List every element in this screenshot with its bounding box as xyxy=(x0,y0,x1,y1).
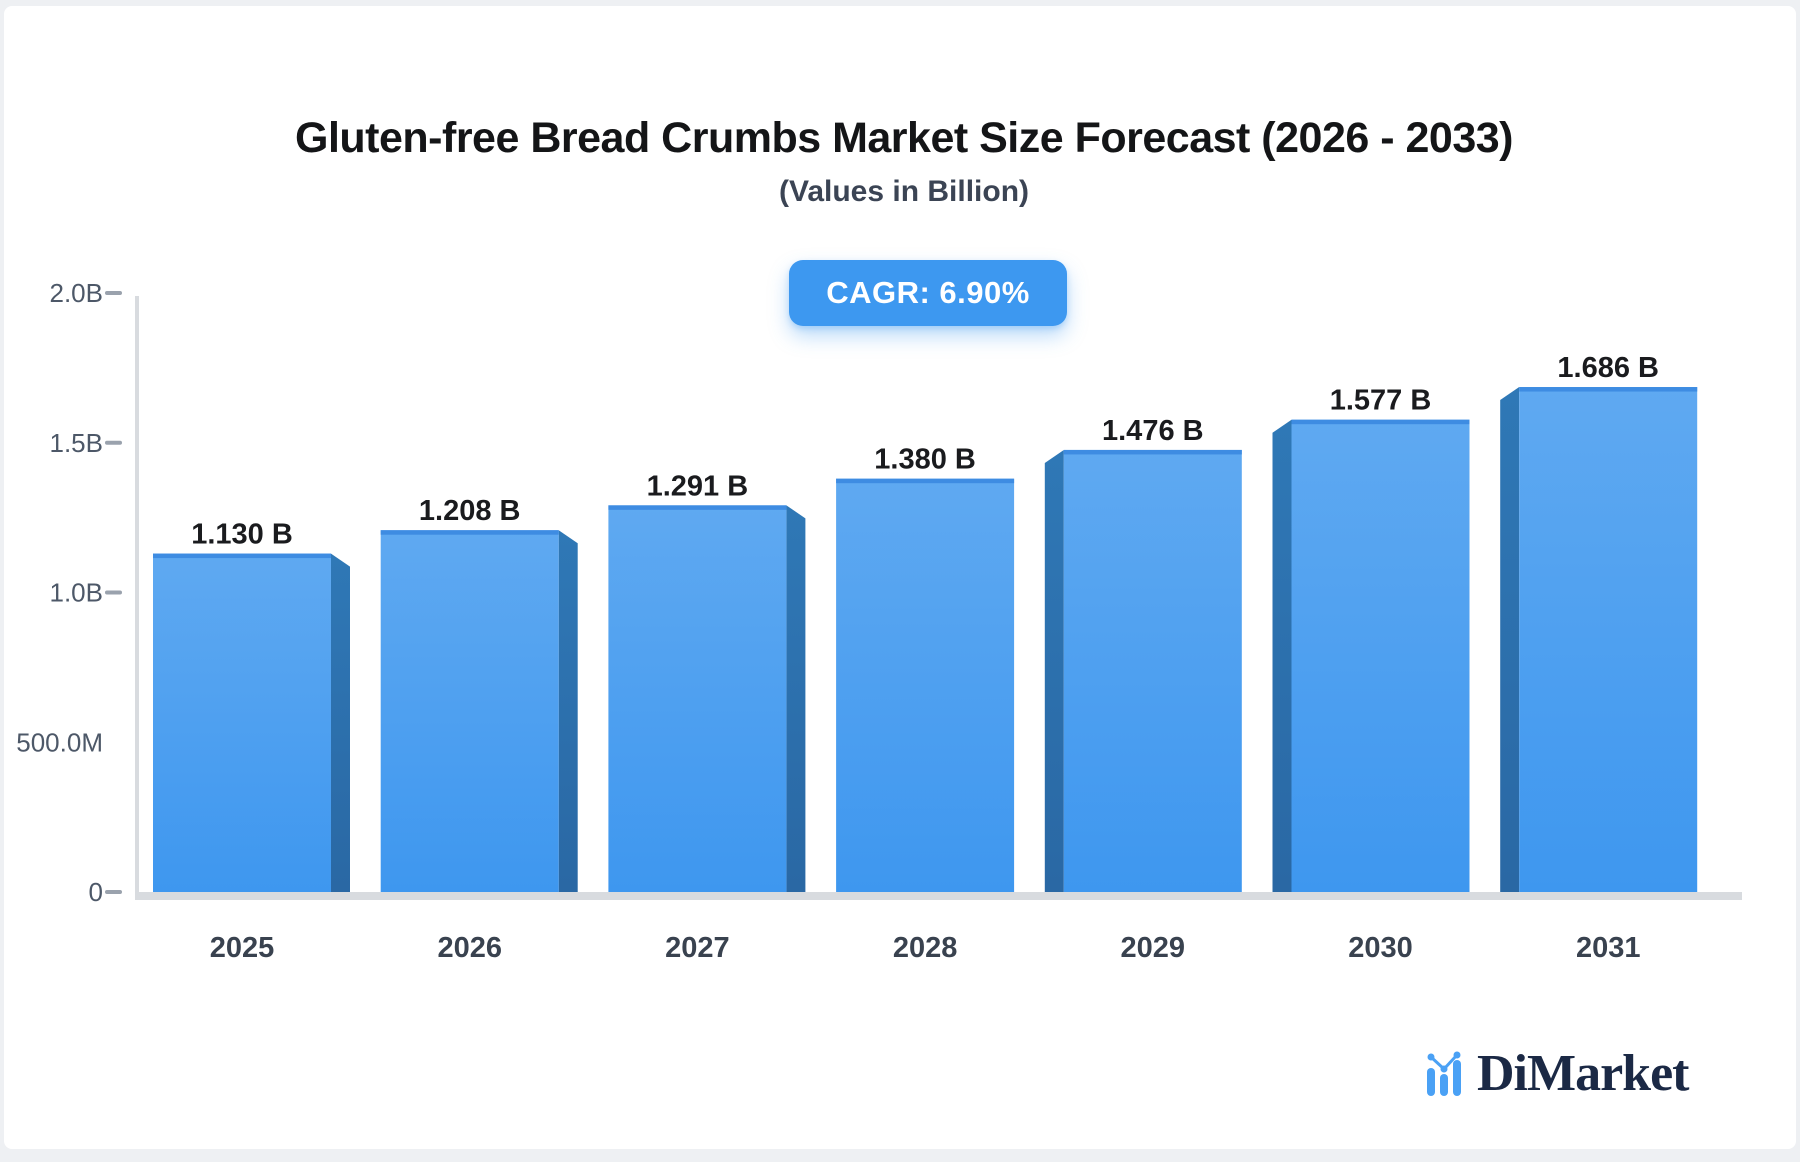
chart-subtitle: (Values in Billion) xyxy=(778,175,1030,208)
dimarket-logo-icon xyxy=(1427,1051,1461,1096)
bar-side-face xyxy=(558,530,578,892)
y-tick-label: 500.0M xyxy=(16,727,103,757)
dimarket-logo: DiMarket xyxy=(1424,1045,1689,1102)
bar-2027 xyxy=(608,505,787,892)
bar-top-rim xyxy=(1063,449,1242,455)
x-axis-label: 2030 xyxy=(1348,932,1413,964)
x-axis-label: 2025 xyxy=(210,932,275,964)
chart-title: Gluten-free Bread Crumbs Market Size For… xyxy=(295,114,1513,162)
y-tick-label: 1.0B xyxy=(50,578,104,608)
bar-value-label: 1.130 B xyxy=(191,519,293,551)
y-tick-label: 1.5B xyxy=(50,428,104,458)
y-tick-dash xyxy=(105,890,122,894)
y-tick-dash xyxy=(105,440,122,445)
bar-side-face xyxy=(1500,387,1520,892)
bar-value-label: 1.476 B xyxy=(1102,415,1204,447)
bar-top-rim xyxy=(153,553,331,559)
bar-value-label: 1.686 B xyxy=(1557,352,1659,384)
y-tick-dash xyxy=(105,291,122,295)
bar-2031 xyxy=(1519,387,1698,892)
bar-side-face xyxy=(786,505,806,892)
x-axis-label: 2026 xyxy=(437,932,502,964)
cagr-badge: CAGR: 6.90% xyxy=(789,260,1067,326)
bar-value-label: 1.577 B xyxy=(1330,385,1432,417)
x-axis-label: 2031 xyxy=(1576,932,1641,964)
bar-side-face xyxy=(1272,419,1292,892)
bar-2030 xyxy=(1291,419,1470,892)
bar-2029 xyxy=(1063,449,1242,892)
bar-2025 xyxy=(153,553,331,892)
chart-card: Gluten-free Bread Crumbs Market Size For… xyxy=(4,6,1796,1149)
y-tick-dash xyxy=(105,590,122,595)
y-tick-label: 2.0B xyxy=(50,278,104,308)
bar-top-rim xyxy=(1519,387,1698,392)
dimarket-logo-text: DiMarket xyxy=(1477,1045,1689,1102)
bar-top-rim xyxy=(1291,419,1470,425)
bar-side-face xyxy=(1044,449,1064,892)
y-tick-label: 0 xyxy=(89,877,103,907)
x-axis-baseline xyxy=(135,892,1742,900)
bar-top-rim xyxy=(608,505,787,510)
bar-value-label: 1.208 B xyxy=(419,495,521,527)
bar-2026 xyxy=(380,530,559,892)
x-axis-label: 2028 xyxy=(893,932,958,964)
y-axis-line xyxy=(135,296,139,900)
bar-top-rim xyxy=(380,530,559,535)
bar-2028 xyxy=(836,478,1015,892)
bar-side-face xyxy=(331,553,350,892)
x-axis-label: 2029 xyxy=(1121,932,1186,964)
bar-top-rim xyxy=(836,478,1015,484)
cagr-badge-label: CAGR: 6.90% xyxy=(826,275,1030,310)
x-axis-label: 2027 xyxy=(665,932,730,964)
bar-value-label: 1.291 B xyxy=(647,470,749,502)
bar-chart: 2.0B 1.5B 1.0B 500.0M 0 1.130 B 2025 1.208 B 202… xyxy=(16,278,1742,964)
bar-value-label: 1.380 B xyxy=(874,444,976,476)
